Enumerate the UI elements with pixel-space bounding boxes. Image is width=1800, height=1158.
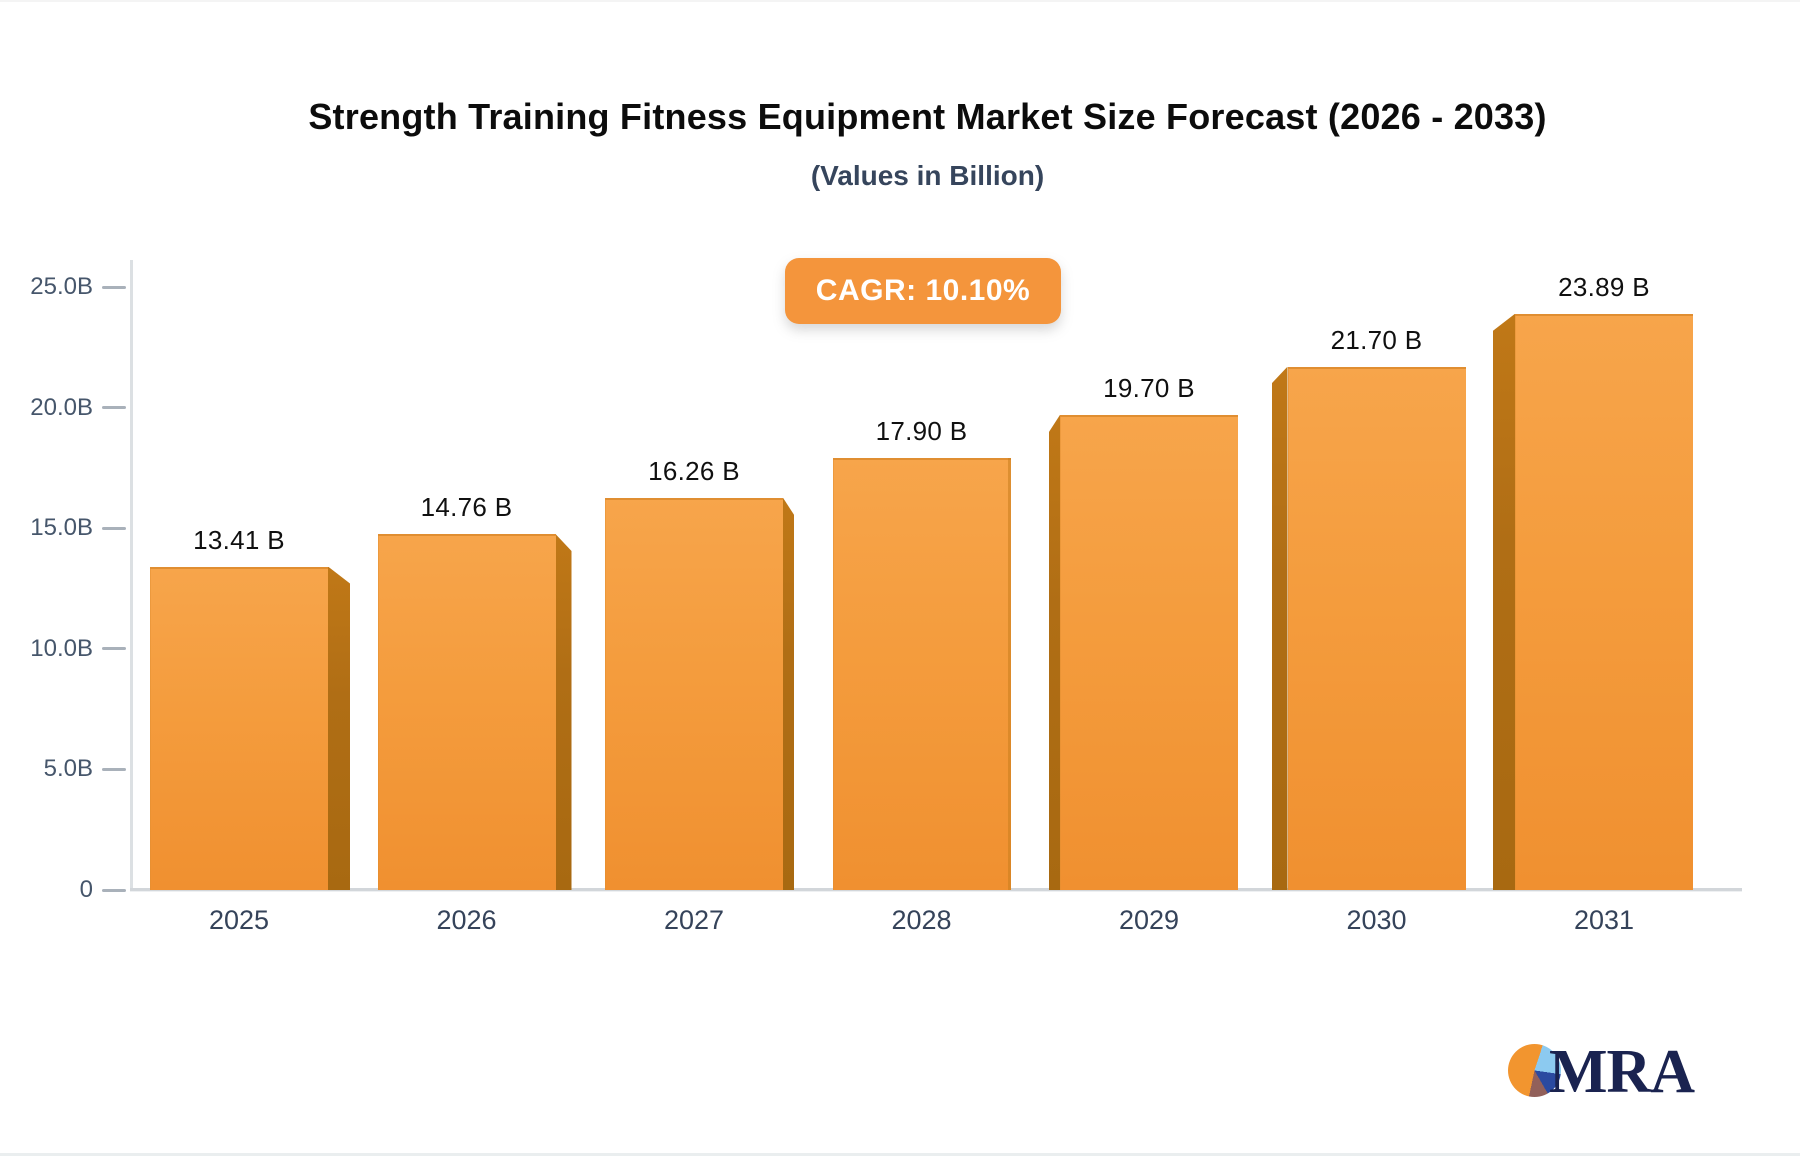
bar-value-label: 14.76 B	[420, 491, 513, 522]
x-tick-label: 2028	[891, 905, 952, 935]
x-tick-label: 2027	[663, 905, 725, 935]
bar-edge-2028	[1007, 458, 1011, 890]
x-tick-label: 2026	[436, 905, 497, 935]
chart-header: Strength Training Fitness Equipment Mark…	[55, 96, 1800, 192]
y-tick-label: 10.0B	[30, 634, 93, 662]
bar-side-2031	[1493, 313, 1515, 890]
mra-logo-pie-icon	[1508, 1044, 1561, 1097]
bar-side-2030	[1271, 366, 1288, 890]
bar-2030	[1287, 366, 1466, 890]
mra-logo-text: MRA	[1549, 1038, 1695, 1106]
bar-2031	[1515, 313, 1693, 890]
cagr-badge-label: CAGR: 10.10%	[815, 274, 1031, 307]
bar-value-label: 23.89 B	[1558, 271, 1650, 302]
x-tick-label: 2031	[1573, 905, 1635, 935]
x-tick-label: 2025	[208, 905, 270, 935]
bar-2026	[377, 533, 556, 890]
bar-side-2027	[783, 497, 794, 890]
bar-side-2029	[1049, 414, 1060, 890]
bar-value-label: 19.70 B	[1103, 372, 1195, 403]
y-tick-label: 20.0B	[30, 393, 93, 421]
page-bottom-border	[0, 1153, 1800, 1156]
x-tick-label: 2030	[1346, 905, 1407, 935]
y-tick-dash	[102, 767, 126, 771]
bar-value-label: 21.70 B	[1330, 324, 1423, 355]
bar-2027	[605, 497, 783, 890]
y-tick-dash	[102, 888, 126, 892]
chart-subtitle: (Values in Billion)	[810, 160, 1045, 191]
y-tick-dash	[102, 285, 126, 289]
x-tick-label: 2029	[1118, 905, 1180, 935]
bar-side-2025	[328, 566, 350, 890]
y-tick-label: 5.0B	[43, 755, 93, 783]
y-tick-label: 0	[79, 876, 93, 903]
y-tick-dash	[102, 406, 126, 410]
y-tick-label: 15.0B	[30, 514, 93, 542]
y-tick-dash	[102, 647, 126, 651]
bar-side-2026	[555, 533, 572, 890]
y-tick-dash	[102, 526, 126, 530]
chart-title: Strength Training Fitness Equipment Mark…	[308, 96, 1547, 137]
bar-2025	[150, 566, 328, 890]
y-tick-label: 25.0B	[30, 273, 93, 300]
bar-value-label: 16.26 B	[648, 455, 740, 486]
bar-value-label: 13.41 B	[193, 524, 285, 555]
bar-2029	[1060, 414, 1238, 890]
cagr-badge: CAGR: 10.10%	[785, 258, 1061, 324]
mra-logo: MRA	[1508, 1032, 1768, 1112]
bar-value-label: 17.90 B	[875, 416, 968, 447]
y-axis-line	[130, 260, 133, 890]
bar-2028	[832, 458, 1011, 890]
